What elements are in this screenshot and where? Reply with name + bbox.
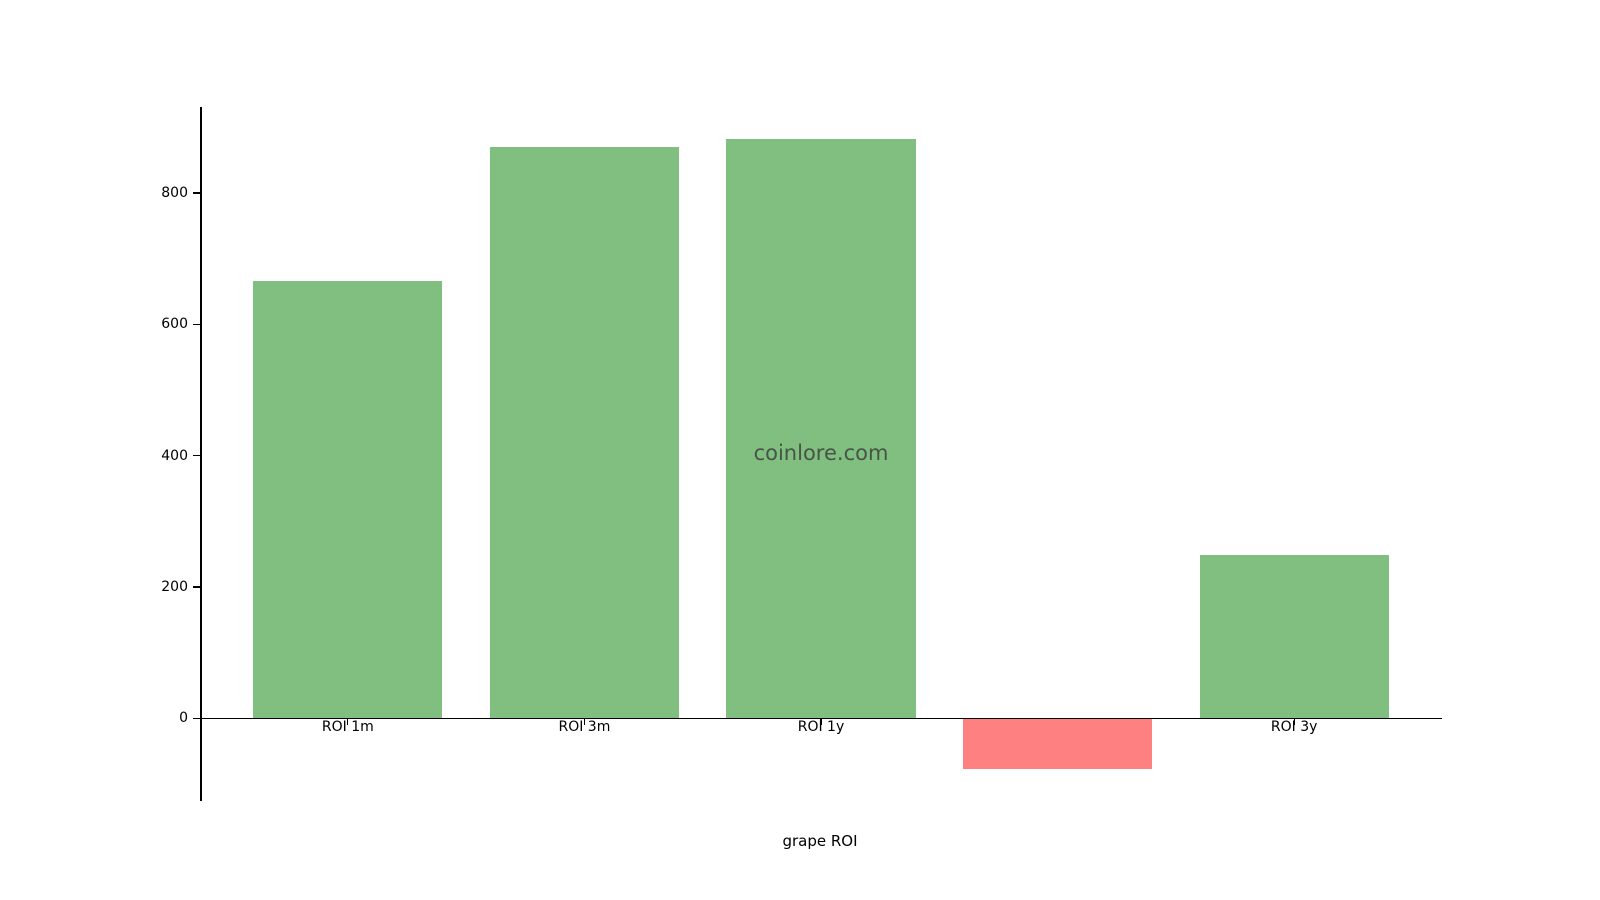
- x-tick-label: ROI 3m: [558, 719, 611, 736]
- y-axis-spine: [200, 107, 202, 801]
- bar-roi-1m: [253, 280, 443, 719]
- x-tick-mark: [583, 718, 586, 726]
- x-tick-label: ROI 1y: [797, 719, 845, 736]
- x-tick-mark: [347, 718, 349, 726]
- bar-roi-1y: [726, 139, 916, 719]
- y-tick-mark: [193, 455, 200, 457]
- bar-category-3: [962, 718, 1153, 770]
- y-tick-mark: [193, 323, 200, 325]
- bar-roi-3m: [489, 147, 680, 719]
- x-tick-label: ROI 3y: [1270, 719, 1318, 736]
- x-axis-line: [200, 717, 1442, 720]
- y-tick-label: 800: [161, 185, 188, 201]
- y-tick-label: 600: [161, 316, 188, 333]
- y-tick-label: 0: [179, 710, 188, 727]
- y-tick-mark: [193, 717, 200, 719]
- y-tick-mark: [193, 192, 200, 194]
- x-axis-title: grape ROI: [782, 832, 858, 850]
- x-tick-label: ROI 1m: [321, 719, 374, 736]
- watermark: coinlore.com: [753, 441, 889, 465]
- x-tick-mark: [820, 718, 822, 726]
- y-tick-mark: [193, 586, 200, 588]
- bar-roi-3y: [1199, 554, 1389, 719]
- y-tick-label: 400: [161, 447, 188, 464]
- x-tick-mark: [1293, 718, 1295, 726]
- y-tick-label: 200: [161, 578, 188, 595]
